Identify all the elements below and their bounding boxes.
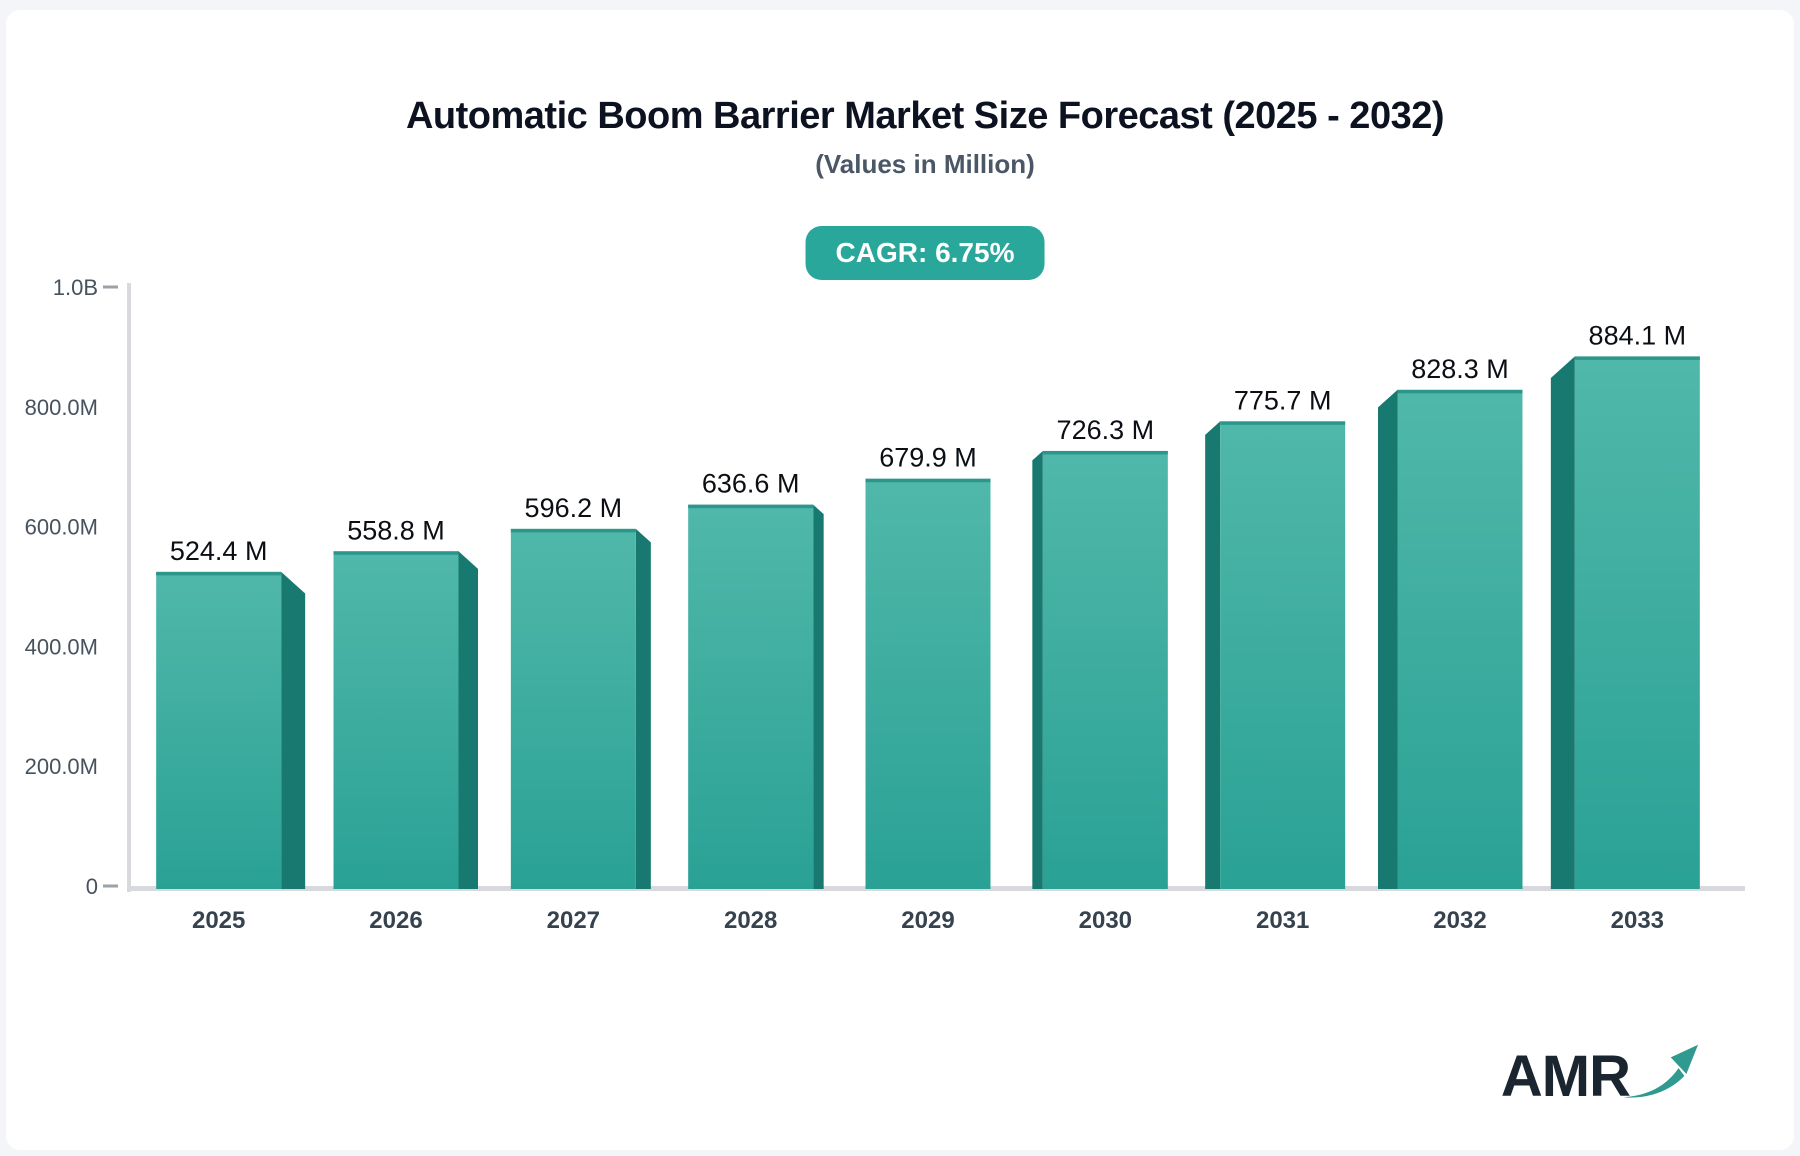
x-axis-label: 2032 [1433,907,1486,934]
cagr-badge: CAGR: 6.75% [805,226,1045,280]
x-axis-label: 2030 [1079,907,1132,934]
bar-value-label: 636.6 M [702,469,800,499]
chart-title: Automatic Boom Barrier Market Size Forec… [405,95,1445,137]
amr-logo-text: AMR [1500,1044,1631,1109]
y-tick-label: 400.0M [25,634,98,659]
bar-top-edge [1042,450,1168,455]
x-axis-label: 2028 [724,907,777,934]
x-axis-label: 2029 [901,907,954,934]
growth-arrow-icon [1623,1044,1699,1098]
bar-value-label: 596.2 M [525,493,623,523]
bar-front-face[interactable] [333,551,459,889]
bar-side-face [1032,450,1043,889]
bar-top-edge [688,504,814,509]
bar-front-face[interactable] [688,504,814,889]
bar-top-edge [1397,389,1523,394]
bar-side-face [1205,421,1221,889]
bar-side-face [635,528,651,889]
bar-top-edge [865,478,991,483]
bar-2027[interactable] [510,528,651,889]
bar-2030[interactable] [1032,450,1168,889]
x-axis-label: 2031 [1256,907,1309,934]
bar-2033[interactable] [1550,356,1700,890]
bar-2028[interactable] [688,504,824,889]
bar-side-face [281,571,306,889]
bar-front-face[interactable] [510,528,636,889]
bar-side-face [1378,389,1398,889]
y-tick-label: 600.0M [25,515,98,540]
bar-front-face[interactable] [1220,421,1346,889]
x-axis-label: 2027 [547,907,600,934]
bar-value-label: 884.1 M [1589,320,1687,350]
bar-top-edge [1220,421,1346,425]
bar-2032[interactable] [1378,389,1523,889]
bar-front-face[interactable] [1397,389,1523,889]
y-tick-mark [103,884,118,888]
bar-2026[interactable] [333,551,479,889]
bar-side-face [458,551,478,889]
bar-side-face [813,504,824,889]
y-tick-label: 0 [86,874,98,899]
bar-2025[interactable] [156,571,306,889]
bar-value-label: 828.3 M [1411,354,1509,384]
bar-top-edge [333,551,459,555]
bar-front-face[interactable] [1574,356,1700,890]
bar-front-face[interactable] [1042,450,1168,889]
bar-side-face [1550,356,1575,890]
x-axis-label: 2025 [192,907,245,934]
bar-value-label: 726.3 M [1057,415,1155,445]
bar-value-label: 775.7 M [1234,385,1332,415]
bar-value-label: 558.8 M [347,515,445,545]
y-tick-label: 200.0M [25,754,98,779]
y-tick-label: 800.0M [25,395,98,420]
x-axis-label: 2026 [369,907,422,934]
x-axis-label: 2033 [1611,907,1664,934]
bar-top-edge [1574,356,1700,360]
bar-2029[interactable] [865,478,991,889]
bar-front-face[interactable] [865,478,991,889]
bar-front-face[interactable] [156,571,282,889]
chart-subtitle: (Values in Million) [815,149,1035,179]
y-tick-mark [103,285,118,289]
bar-value-label: 679.9 M [879,443,977,473]
amr-logo: AMR [1501,1040,1700,1106]
bar-top-edge [156,571,282,576]
bar-value-label: 524.4 M [170,536,268,566]
y-axis-line [127,283,131,892]
y-tick-label: 1.0B [53,275,98,300]
bar-top-edge [510,528,636,533]
bar-2031[interactable] [1205,421,1346,889]
